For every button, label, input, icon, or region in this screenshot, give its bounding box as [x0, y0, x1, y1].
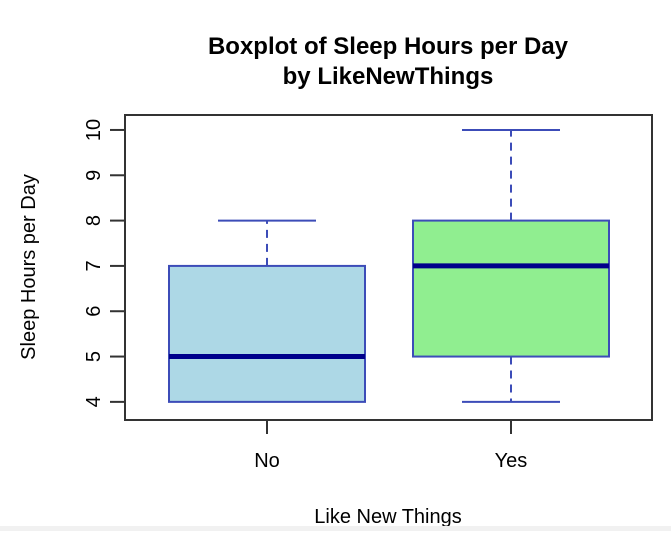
chart-title-line1: Boxplot of Sleep Hours per Day — [208, 33, 569, 60]
y-tick-label: 9 — [83, 170, 105, 181]
x-axis: No Yes — [254, 420, 527, 472]
x-axis-label: Like New Things — [314, 506, 461, 528]
y-tick-label: 5 — [83, 351, 105, 362]
x-tick-label: No — [254, 450, 280, 472]
y-tick-label: 6 — [83, 306, 105, 317]
y-axis-label: Sleep Hours per Day — [18, 174, 40, 360]
box-yes — [412, 219, 610, 358]
boxes-layer — [168, 219, 610, 403]
whiskers-layer — [218, 128, 560, 403]
y-tick-label: 4 — [83, 396, 105, 407]
y-tick-label: 7 — [83, 260, 105, 271]
chart-title-line2: by LikeNewThings — [283, 63, 494, 90]
box-no — [168, 264, 366, 403]
plot-frame — [124, 114, 653, 421]
x-tick-label: Yes — [495, 450, 528, 472]
y-tick-label: 8 — [83, 215, 105, 226]
y-tick-label: 10 — [83, 119, 105, 141]
y-axis: 4 5 6 7 8 9 10 — [83, 119, 125, 407]
bottom-edge — [0, 526, 671, 531]
